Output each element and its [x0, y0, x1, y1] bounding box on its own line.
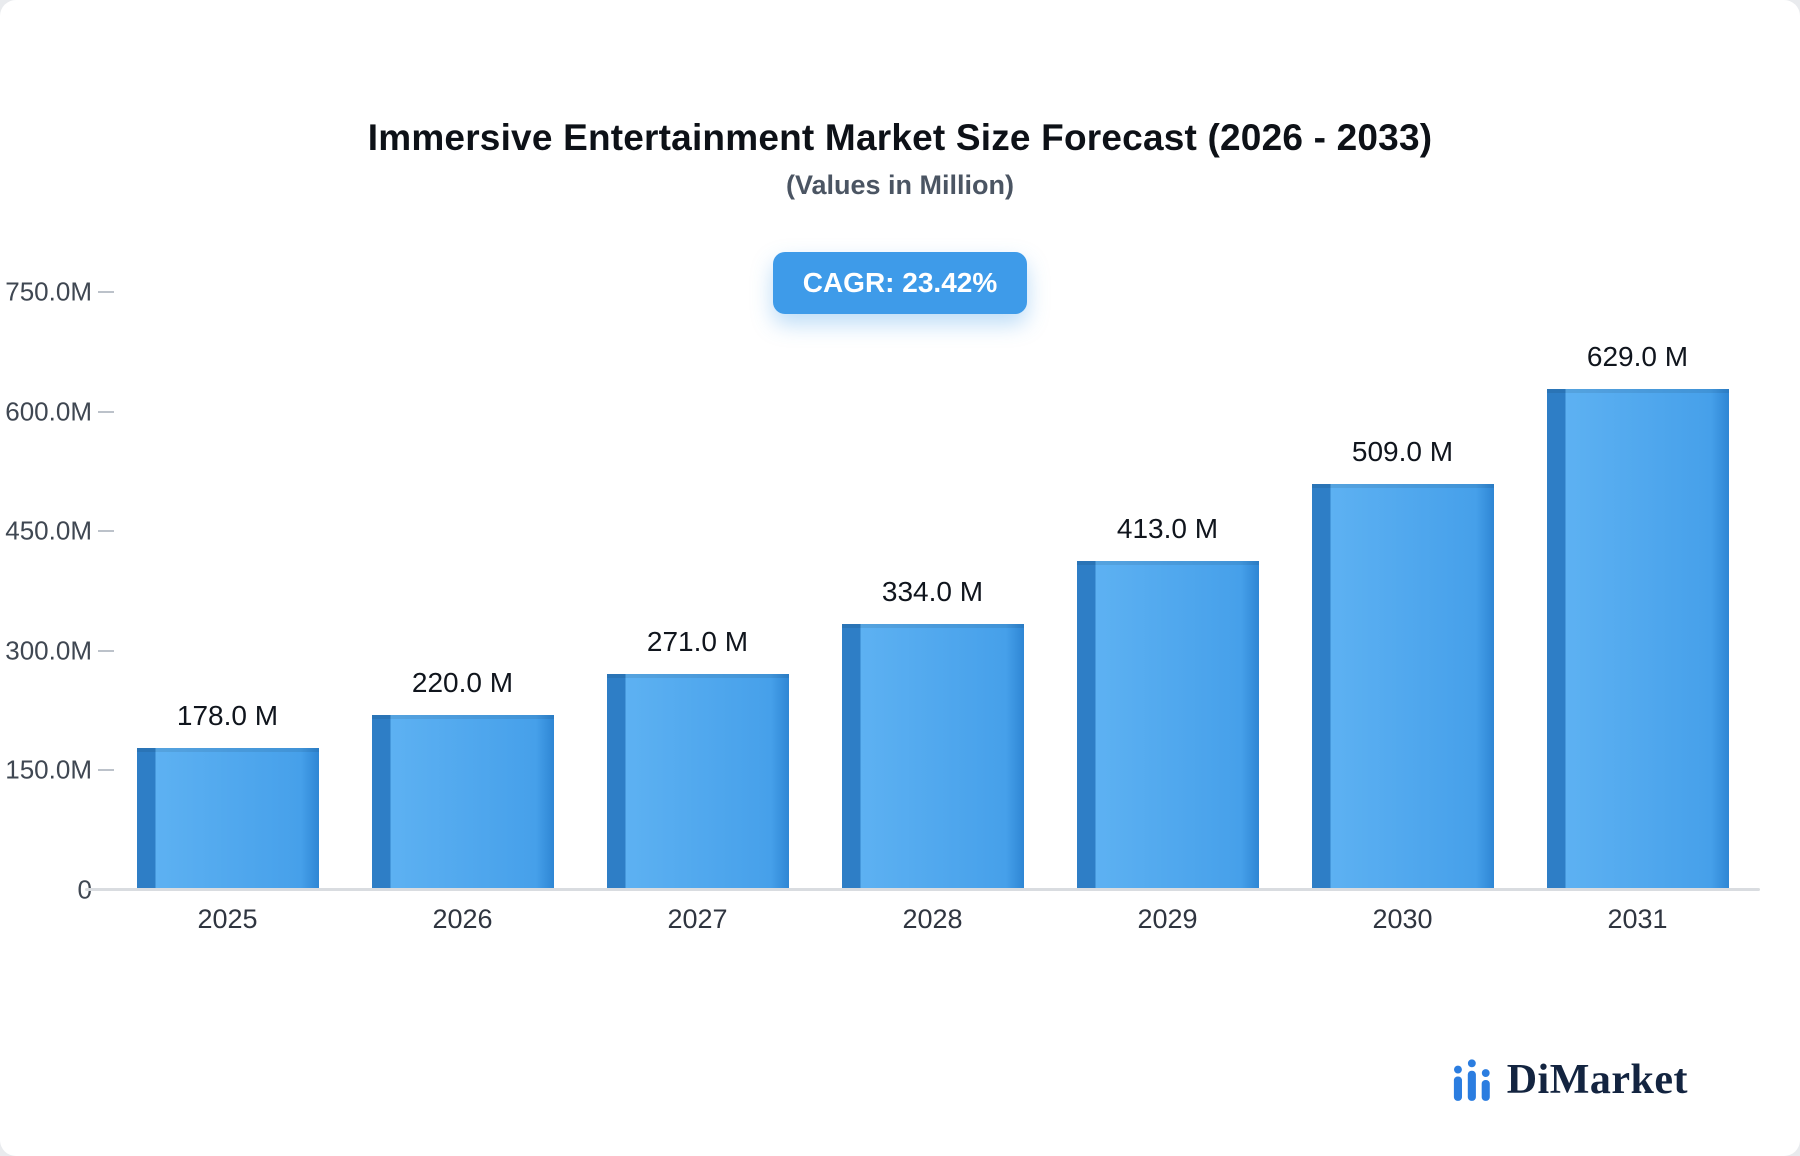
x-axis-label-2028: 2028 — [902, 904, 963, 934]
bar-value-label: 334.0 M — [881, 575, 984, 607]
bar-2026 — [371, 714, 554, 890]
bar-slot: 334.0 M — [815, 292, 1050, 890]
x-axis-line — [85, 888, 1760, 891]
bar-2027 — [606, 673, 789, 890]
bars: 178.0 M 220.0 M 271.0 M 334.0 M 413.0 M 509.0… — [110, 292, 1755, 890]
y-axis: 0 150.0M 300.0M 450.0M 600.0M 750.0M — [0, 277, 118, 905]
x-axis-label-2025: 2025 — [197, 904, 258, 934]
cagr-badge-row: CAGR: 23.42% — [0, 252, 1800, 314]
bar-slot: 413.0 M — [1050, 292, 1285, 890]
bar-slot: 509.0 M — [1285, 292, 1520, 890]
bar-value-label: 509.0 M — [1351, 436, 1454, 468]
bar-value-label: 271.0 M — [646, 625, 749, 657]
y-tick-label: 0 — [78, 875, 92, 906]
chart-subtitle: (Values in Million) — [785, 170, 1015, 200]
y-tick-mark — [98, 291, 114, 293]
y-tick-mark — [98, 649, 114, 652]
x-axis-label-2027: 2027 — [667, 904, 728, 934]
cagr-badge: CAGR: 23.42% — [772, 252, 1028, 314]
bar-value-label: 220.0 M — [411, 666, 514, 698]
bar-slot: 220.0 M — [345, 292, 580, 890]
y-tick-label: 450.0M — [5, 515, 92, 546]
bar-slot: 271.0 M — [580, 292, 815, 890]
y-tick-label: 750.0M — [5, 276, 92, 307]
y-tick-mark — [98, 530, 114, 533]
x-axis-label-2029: 2029 — [1137, 904, 1198, 934]
bar-value-label: 413.0 M — [1116, 512, 1219, 544]
logo-bars — [1453, 1059, 1490, 1101]
bar-value-label: 178.0 M — [176, 700, 279, 732]
x-axis-labels: 2025 2026 2027 2028 2029 2030 2031 — [110, 904, 1755, 935]
x-axis-label-2030: 2030 — [1372, 904, 1433, 934]
bar-2029 — [1076, 560, 1259, 890]
x-axis-label-2031: 2031 — [1607, 904, 1668, 934]
bar-slot: 629.0 M — [1520, 292, 1755, 890]
x-axis-label-2026: 2026 — [432, 904, 493, 934]
y-tick-label: 300.0M — [5, 635, 92, 666]
y-tick-mark — [98, 410, 114, 413]
y-tick-label: 150.0M — [5, 754, 92, 785]
bar-2031 — [1546, 388, 1729, 890]
dimarket-logo-text: DiMarket — [1506, 1057, 1688, 1103]
chart-title: Immersive Entertainment Market Size Fore… — [367, 116, 1433, 158]
y-tick-mark — [98, 769, 114, 772]
bar-2025 — [136, 748, 319, 890]
bar-value-label: 629.0 M — [1586, 340, 1689, 372]
bar-2030 — [1311, 484, 1494, 890]
dimarket-logo-icon — [1453, 1059, 1490, 1101]
plot-area: 178.0 M 220.0 M 271.0 M 334.0 M 413.0 M 509.0… — [110, 292, 1755, 890]
y-tick-label: 600.0M — [5, 396, 92, 427]
bar-2028 — [841, 623, 1024, 890]
bar-slot: 178.0 M — [110, 292, 345, 890]
dimarket-logo: DiMarket — [1451, 1056, 1688, 1104]
